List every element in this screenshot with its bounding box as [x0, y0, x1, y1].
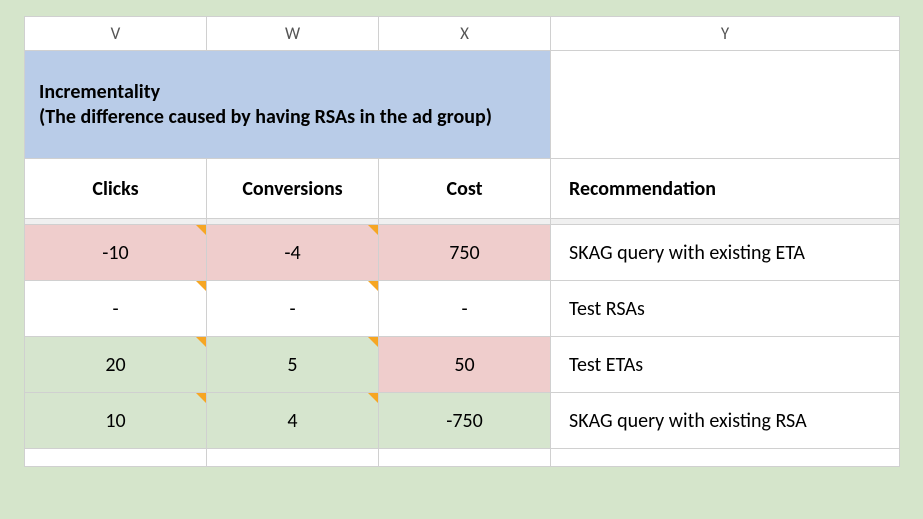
column-letter[interactable]: Y: [551, 17, 900, 51]
data-cell[interactable]: 50: [379, 337, 551, 393]
column-letter[interactable]: X: [379, 17, 551, 51]
header-recommendation[interactable]: Recommendation: [551, 159, 900, 219]
table-row: ---Test RSAs: [25, 281, 900, 337]
header-clicks[interactable]: Clicks: [25, 159, 207, 219]
empty-title-cell[interactable]: [551, 51, 900, 159]
header-conversions[interactable]: Conversions: [207, 159, 379, 219]
empty-row: [25, 449, 900, 467]
data-cell[interactable]: 750: [379, 225, 551, 281]
table-row: -10-4750SKAG query with existing ETA: [25, 225, 900, 281]
table-row: 104-750SKAG query with existing RSA: [25, 393, 900, 449]
recommendation-cell[interactable]: SKAG query with existing RSA: [551, 393, 900, 449]
recommendation-cell[interactable]: SKAG query with existing ETA: [551, 225, 900, 281]
incrementality-title[interactable]: Incrementality (The difference caused by…: [25, 51, 551, 159]
data-cell[interactable]: -: [379, 281, 551, 337]
header-cost[interactable]: Cost: [379, 159, 551, 219]
table-row: 20550Test ETAs: [25, 337, 900, 393]
data-cell[interactable]: -750: [379, 393, 551, 449]
column-letter[interactable]: W: [207, 17, 379, 51]
data-cell[interactable]: 20: [25, 337, 207, 393]
data-cell[interactable]: 10: [25, 393, 207, 449]
title-row: Incrementality (The difference caused by…: [25, 51, 900, 159]
data-cell[interactable]: -: [25, 281, 207, 337]
data-cell[interactable]: -4: [207, 225, 379, 281]
recommendation-cell[interactable]: Test RSAs: [551, 281, 900, 337]
header-row: Clicks Conversions Cost Recommendation: [25, 159, 900, 219]
data-cell[interactable]: 4: [207, 393, 379, 449]
data-cell[interactable]: -10: [25, 225, 207, 281]
spreadsheet-container: V W X Y Incrementality (The difference c…: [0, 0, 923, 491]
spreadsheet-table: V W X Y Incrementality (The difference c…: [24, 16, 900, 467]
recommendation-cell[interactable]: Test ETAs: [551, 337, 900, 393]
data-cell[interactable]: 5: [207, 337, 379, 393]
column-header-row: V W X Y: [25, 17, 900, 51]
column-letter[interactable]: V: [25, 17, 207, 51]
data-cell[interactable]: -: [207, 281, 379, 337]
